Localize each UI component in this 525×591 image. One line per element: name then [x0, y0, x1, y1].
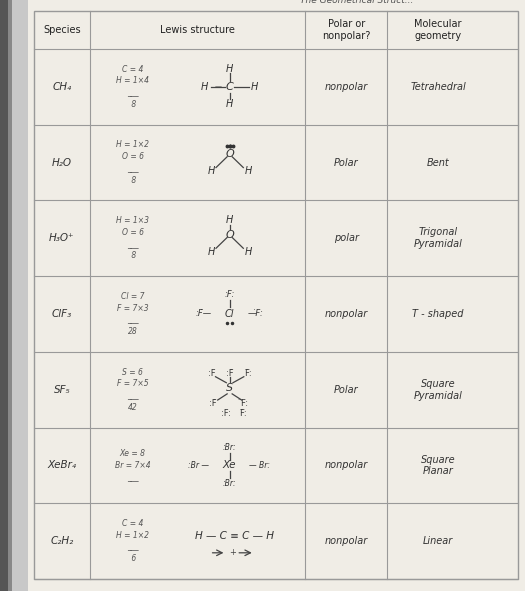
Text: :F̈: :F̈: [209, 398, 217, 408]
Text: :Br:: :Br:: [223, 443, 236, 452]
Text: C₂H₂: C₂H₂: [50, 536, 74, 546]
Text: nonpolar: nonpolar: [324, 536, 368, 546]
Text: nonpolar: nonpolar: [324, 82, 368, 92]
Text: H: H: [226, 99, 233, 109]
Text: F̈:: F̈:: [239, 408, 247, 417]
Text: H: H: [226, 215, 233, 225]
Text: C = 4
H = 1×4
___
 8: C = 4 H = 1×4 ___ 8: [116, 64, 149, 109]
Text: Cl = 7
F = 7×3
___
28: Cl = 7 F = 7×3 ___ 28: [117, 292, 149, 336]
Text: T - shaped: T - shaped: [413, 309, 464, 319]
Text: H = 1×2
O = 6
___
 8: H = 1×2 O = 6 ___ 8: [116, 141, 149, 185]
Text: :F:: :F:: [222, 408, 231, 417]
Text: +: +: [229, 548, 236, 557]
Text: Lewis structure: Lewis structure: [160, 25, 235, 35]
Text: :F: :F: [207, 369, 215, 378]
Text: H₃O⁺: H₃O⁺: [49, 233, 75, 243]
Text: Xe = 8
Br = 7×4
___: Xe = 8 Br = 7×4 ___: [115, 449, 151, 482]
Text: The Geometrical Struct...: The Geometrical Struct...: [300, 0, 414, 5]
Text: nonpolar: nonpolar: [324, 460, 368, 470]
Text: CH₄: CH₄: [52, 82, 71, 92]
Text: C: C: [226, 82, 234, 92]
Text: C = 4
H = 1×2
___
 6: C = 4 H = 1×2 ___ 6: [116, 519, 149, 563]
Text: Tetrahedral: Tetrahedral: [410, 82, 466, 92]
Text: XeBr₄: XeBr₄: [47, 460, 76, 470]
Text: Cl: Cl: [225, 309, 234, 319]
Text: Linear: Linear: [423, 536, 453, 546]
Text: :Br:: :Br:: [223, 479, 236, 488]
Text: Trigonal
Pyramidal: Trigonal Pyramidal: [414, 228, 463, 249]
Text: :F:: :F:: [225, 290, 235, 298]
Text: H: H: [251, 82, 258, 92]
Text: polar: polar: [334, 233, 359, 243]
Text: Molecular
geometry: Molecular geometry: [414, 19, 462, 41]
Bar: [0, 0, 28, 591]
Text: H: H: [201, 82, 208, 92]
Text: —: —: [215, 83, 222, 89]
Text: F̈:: F̈:: [244, 369, 252, 378]
Text: :Br —: :Br —: [187, 461, 208, 470]
Text: Polar: Polar: [334, 385, 359, 395]
Text: S: S: [226, 383, 233, 393]
Text: —̇F:: —̇F:: [248, 310, 264, 319]
Text: H: H: [244, 246, 251, 256]
Text: H: H: [208, 166, 215, 176]
Text: :Ḟ—: :Ḟ—: [196, 310, 212, 319]
Text: H — C ≡ C — H: H — C ≡ C — H: [195, 531, 274, 541]
Text: H: H: [244, 166, 251, 176]
Text: :F̈: :F̈: [226, 369, 234, 378]
Text: Square
Planar: Square Planar: [421, 454, 456, 476]
Text: H: H: [208, 246, 215, 256]
Text: H: H: [226, 64, 233, 73]
Text: O: O: [225, 150, 234, 159]
Text: O: O: [225, 230, 234, 240]
Text: H₂O: H₂O: [52, 158, 72, 168]
Text: Square
Pyramidal: Square Pyramidal: [414, 379, 463, 401]
Text: Species: Species: [43, 25, 81, 35]
Text: H = 1×3
O = 6
___
 8: H = 1×3 O = 6 ___ 8: [116, 216, 149, 261]
Text: ClF₃: ClF₃: [51, 309, 72, 319]
Text: — Br:: — Br:: [249, 461, 270, 470]
Text: Xe: Xe: [223, 460, 236, 470]
Text: nonpolar: nonpolar: [324, 309, 368, 319]
Text: Polar or
nonpolar?: Polar or nonpolar?: [322, 19, 370, 41]
Text: ̈F:: ̈F:: [241, 398, 248, 408]
Bar: [8, 0, 12, 591]
Text: Polar: Polar: [334, 158, 359, 168]
Text: SF₅: SF₅: [54, 385, 70, 395]
Bar: [0, 0, 8, 591]
Text: S = 6
F = 7×5
___
42: S = 6 F = 7×5 ___ 42: [117, 368, 149, 412]
Text: Bent: Bent: [427, 158, 449, 168]
